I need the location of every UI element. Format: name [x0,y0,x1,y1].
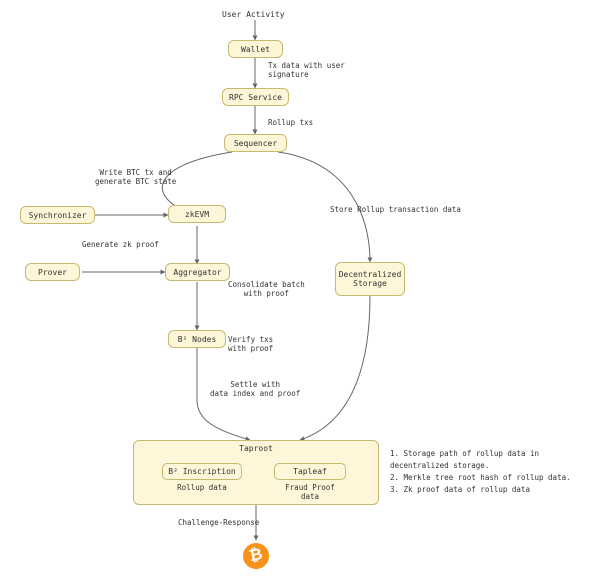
storage-text: Decentralized Storage [339,270,402,288]
side-list-3: 3. Zk proof data of rollup data [390,484,595,496]
tapleaf-node: Tapleaf [274,463,346,480]
taproot-title: Taproot [134,444,378,453]
sequencer-text: Sequencer [234,139,277,148]
synchronizer-text: Synchronizer [29,211,87,220]
b2nodes-node: B² Nodes [168,330,226,348]
zkevm-agg-label: Generate zk proof [82,240,159,249]
wallet-rpc-label: Tx data with user signature [268,61,345,79]
side-list: 1. Storage path of rollup data in decent… [390,448,595,496]
side-list-2: 2. Merkle tree root hash of rollup data. [390,472,595,484]
b2inscription-sublabel: Rollup data [162,483,242,492]
zkevm-text: zkEVM [185,210,209,219]
bitcoin-symbol: ₿ [248,546,265,566]
seq-zkevm-label: Write BTC tx and generate BTC state [95,168,176,186]
zkevm-node: zkEVM [168,205,226,223]
aggregator-node: Aggregator [165,263,230,281]
sequencer-node: Sequencer [224,134,287,152]
synchronizer-node: Synchronizer [20,206,95,224]
aggregator-text: Aggregator [173,268,221,277]
taproot-container: Taproot B² Inscription Tapleaf Rollup da… [133,440,379,505]
tapleaf-text: Tapleaf [293,467,327,476]
wallet-text: Wallet [241,45,270,54]
b2nodes-text: B² Nodes [178,335,217,344]
agg-b2-label: Consolidate batch with proof [228,280,305,298]
tapleaf-sublabel: Fraud Proof data [274,483,346,501]
settle-label: Settle with data index and proof [210,380,300,398]
wallet-node: Wallet [228,40,283,58]
b2inscription-text: B² Inscription [168,467,235,476]
verify-label: Verify txs with proof [228,335,273,353]
rpc-node: RPC Service [222,88,289,106]
challenge-label: Challenge-Response [178,518,259,527]
user-activity-label: User Activity [222,10,285,19]
rpc-text: RPC Service [229,93,282,102]
storage-node: Decentralized Storage [335,262,405,296]
b2inscription-node: B² Inscription [162,463,242,480]
side-list-1: 1. Storage path of rollup data in decent… [390,448,595,472]
store-rollup-label: Store Rollup transaction data [330,205,461,214]
prover-node: Prover [25,263,80,281]
prover-text: Prover [38,268,67,277]
rpc-seq-label: Rollup txs [268,118,313,127]
